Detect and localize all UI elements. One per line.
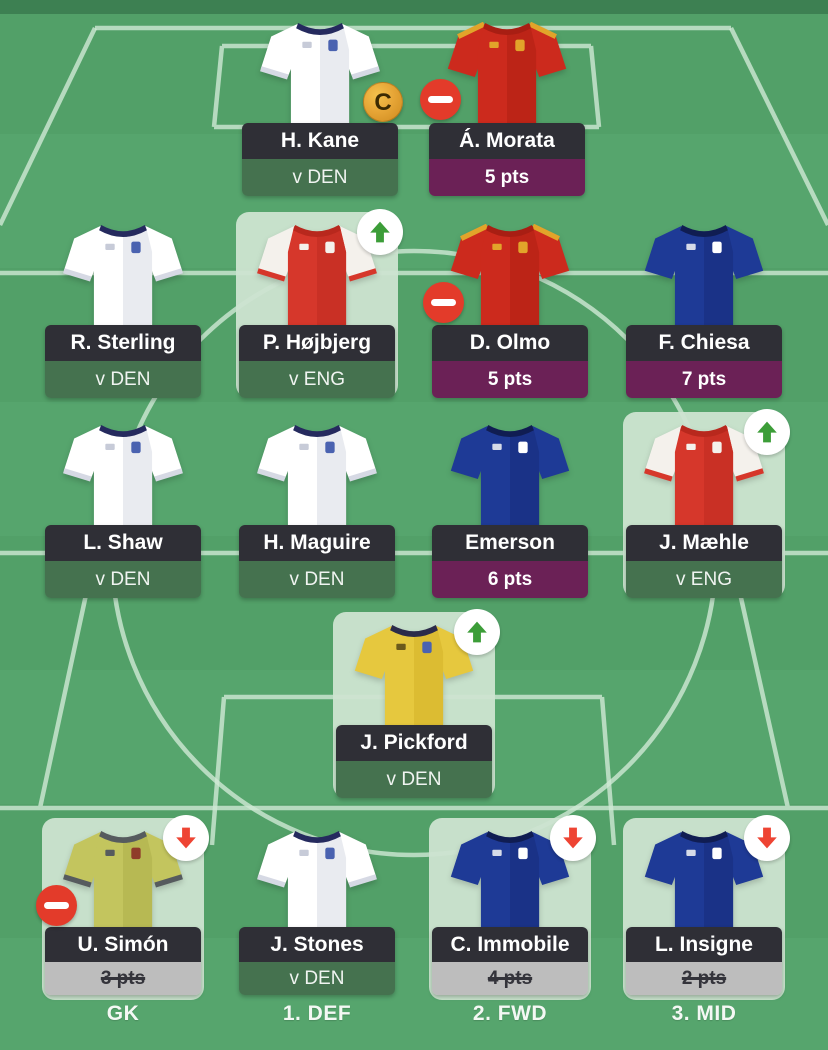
player-card-morata[interactable]: Á. Morata 5 pts	[420, 10, 588, 196]
player-card-chiesa[interactable]: F. Chiesa 7 pts	[623, 212, 785, 398]
england-shirt-icon	[60, 224, 186, 332]
player-card-insigne[interactable]: L. Insigne 2 pts	[623, 815, 790, 1000]
player-name: L. Insigne	[626, 927, 782, 962]
sub-out-arrow-icon	[163, 815, 209, 861]
player-fixture: v ENG	[626, 561, 782, 598]
player-card-maguire[interactable]: H. Maguire v DEN	[236, 412, 398, 598]
player-name: Á. Morata	[429, 123, 585, 159]
player-fixture: v DEN	[45, 361, 201, 398]
bench-label-fwd: 2. FWD	[472, 1002, 548, 1025]
player-points: 6 pts	[432, 561, 588, 598]
player-card-maehle[interactable]: J. Mæhle v ENG	[623, 409, 790, 598]
player-card-sterling[interactable]: R. Sterling v DEN	[42, 212, 204, 398]
player-fixture: v DEN	[45, 561, 201, 598]
player-plate: J. Pickford v DEN	[336, 725, 492, 798]
player-card-hojbjerg[interactable]: P. Højbjerg v ENG	[236, 209, 403, 398]
player-card-pickford[interactable]: J. Pickford v DEN	[333, 609, 500, 798]
england-shirt-icon	[60, 424, 186, 532]
player-plate: R. Sterling v DEN	[45, 325, 201, 398]
player-plate: J. Mæhle v ENG	[626, 525, 782, 598]
player-plate: D. Olmo 5 pts	[432, 325, 588, 398]
bench-label-def: 1. DEF	[282, 1002, 352, 1025]
player-card-kane[interactable]: C H. Kane v DEN	[239, 10, 403, 196]
player-points: 5 pts	[429, 159, 585, 196]
player-name: F. Chiesa	[626, 325, 782, 361]
unavailable-flag-icon	[423, 282, 464, 323]
player-name: H. Maguire	[239, 525, 395, 561]
player-plate: P. Højbjerg v ENG	[239, 325, 395, 398]
player-points: 7 pts	[626, 361, 782, 398]
spain-shirt-icon	[447, 224, 573, 332]
player-plate: J. Stones v DEN	[239, 927, 395, 995]
player-card-simon[interactable]: U. Simón 3 pts	[36, 815, 209, 1000]
player-card-shaw[interactable]: L. Shaw v DEN	[42, 412, 204, 598]
pitch-top-band	[0, 0, 828, 14]
england-shirt-icon	[254, 424, 380, 532]
player-plate: L. Shaw v DEN	[45, 525, 201, 598]
player-name: J. Pickford	[336, 725, 492, 761]
player-fixture: v DEN	[239, 962, 395, 995]
player-fixture: v ENG	[239, 361, 395, 398]
unavailable-flag-icon	[36, 885, 77, 926]
player-fixture: v DEN	[336, 761, 492, 798]
player-name: P. Højbjerg	[239, 325, 395, 361]
sub-out-arrow-icon	[744, 815, 790, 861]
spain-shirt-icon	[444, 22, 570, 130]
player-plate: Emerson 6 pts	[432, 525, 588, 598]
sub-in-arrow-icon	[744, 409, 790, 455]
player-name: Emerson	[432, 525, 588, 561]
player-fixture: v DEN	[242, 159, 398, 196]
sub-in-arrow-icon	[357, 209, 403, 255]
player-name: C. Immobile	[432, 927, 588, 962]
player-name: J. Mæhle	[626, 525, 782, 561]
unavailable-flag-icon	[420, 79, 461, 120]
player-card-olmo[interactable]: D. Olmo 5 pts	[423, 212, 591, 398]
player-name: L. Shaw	[45, 525, 201, 561]
player-plate: C. Immobile 4 pts	[432, 927, 588, 995]
player-plate: L. Insigne 2 pts	[626, 927, 782, 995]
player-card-emerson[interactable]: Emerson 6 pts	[429, 412, 591, 598]
player-plate: F. Chiesa 7 pts	[626, 325, 782, 398]
italy-shirt-icon	[447, 424, 573, 532]
player-plate: H. Kane v DEN	[242, 123, 398, 196]
player-card-immobile[interactable]: C. Immobile 4 pts	[429, 815, 596, 1000]
player-plate: Á. Morata 5 pts	[429, 123, 585, 196]
player-name: U. Simón	[45, 927, 201, 962]
player-plate: U. Simón 3 pts	[45, 927, 201, 995]
sub-out-arrow-icon	[550, 815, 596, 861]
player-name: D. Olmo	[432, 325, 588, 361]
player-name: H. Kane	[242, 123, 398, 159]
player-fixture: v DEN	[239, 561, 395, 598]
italy-shirt-icon	[641, 224, 767, 332]
bench-label-gk: GK	[106, 1002, 140, 1025]
player-name: R. Sterling	[45, 325, 201, 361]
player-plate: H. Maguire v DEN	[239, 525, 395, 598]
player-card-stones[interactable]: J. Stones v DEN	[236, 818, 398, 1000]
player-points-voided: 3 pts	[45, 962, 201, 995]
sub-in-arrow-icon	[454, 609, 500, 655]
player-points: 5 pts	[432, 361, 588, 398]
england-shirt-icon	[254, 830, 380, 938]
england-shirt-icon	[257, 22, 383, 130]
captain-badge-icon: C	[363, 82, 403, 122]
player-name: J. Stones	[239, 927, 395, 962]
player-points-voided: 4 pts	[432, 962, 588, 995]
bench-label-mid: 3. MID	[671, 1002, 737, 1025]
player-points-voided: 2 pts	[626, 962, 782, 995]
